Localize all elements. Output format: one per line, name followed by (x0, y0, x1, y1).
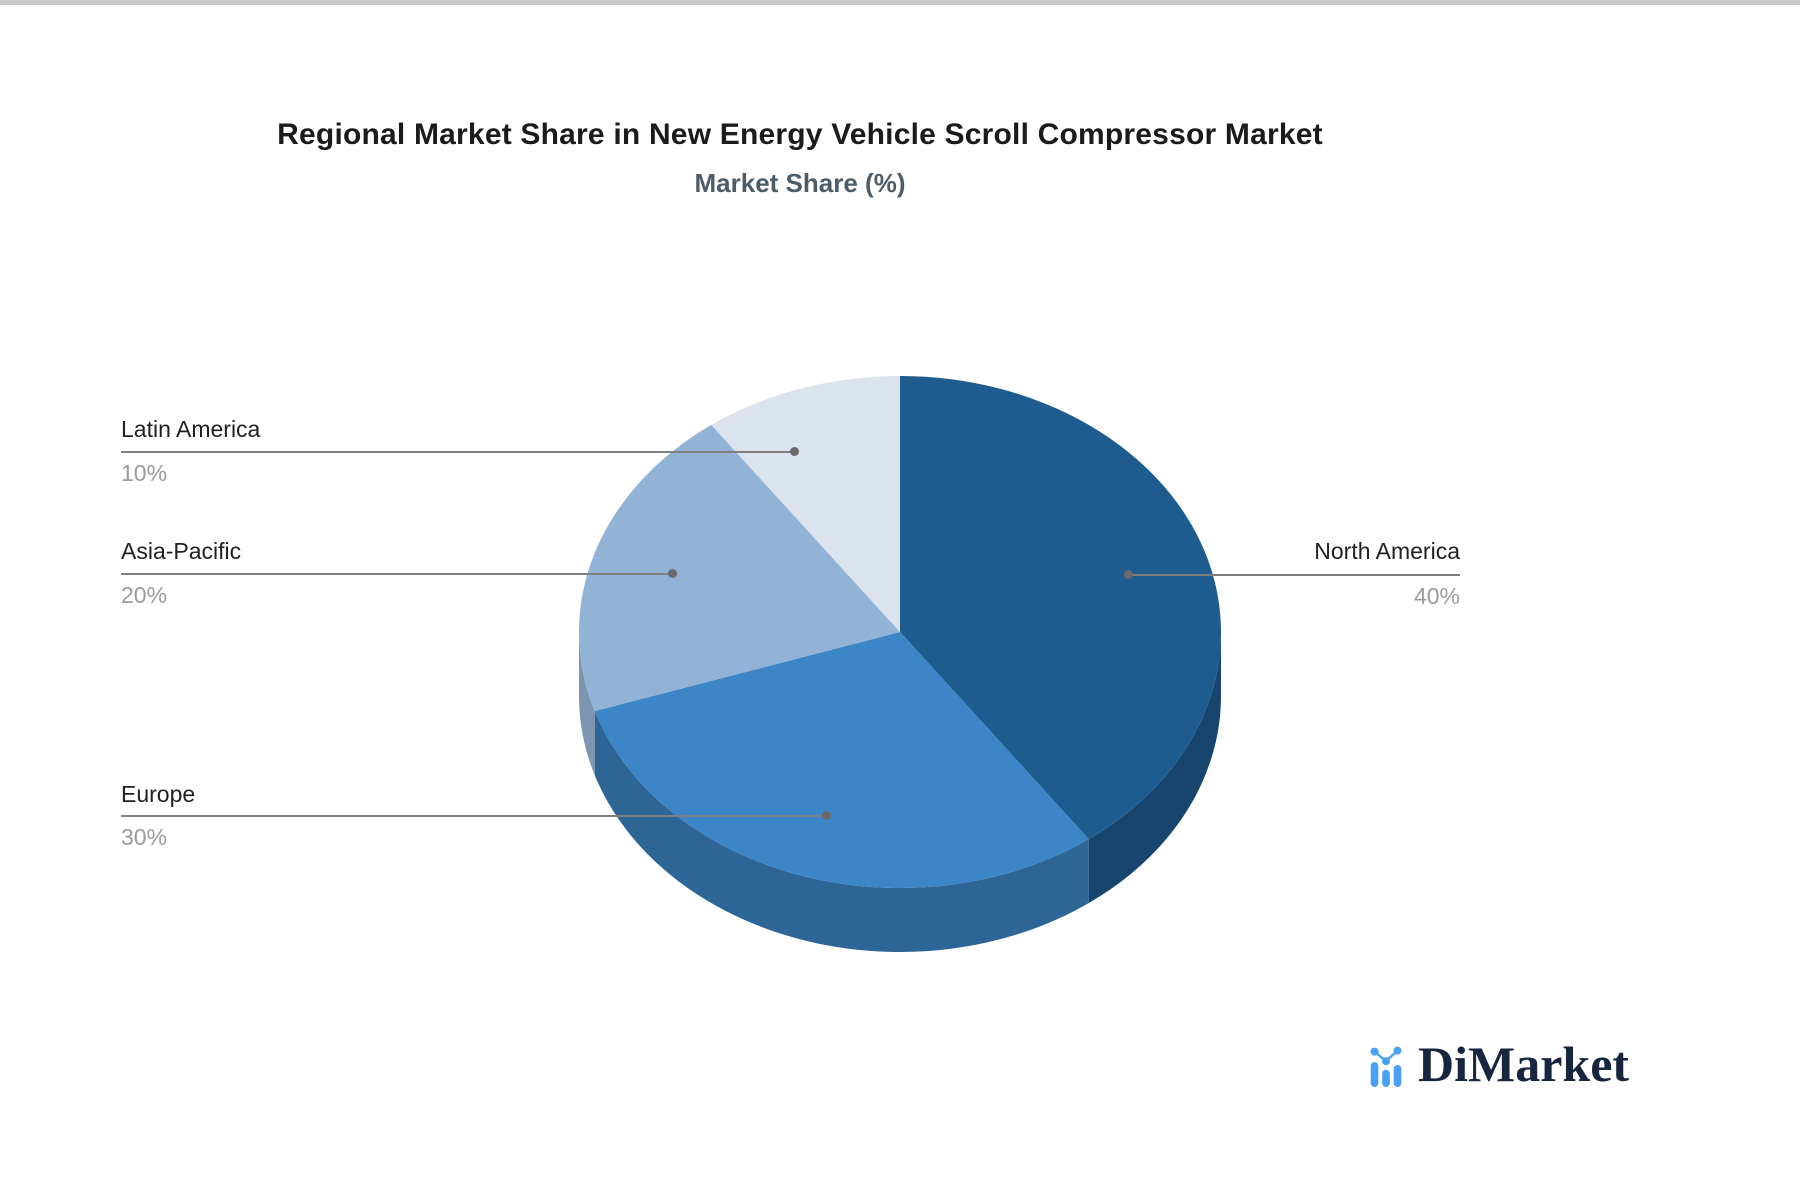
top-border (0, 0, 1800, 5)
pie-slice-latin-america[interactable] (711, 376, 900, 632)
leader-dot-europe (822, 811, 831, 820)
leader-dot-latin-america (790, 447, 799, 456)
brand-name: DiMarket (1418, 1036, 1630, 1092)
leader-line-asia-pacific (121, 573, 673, 575)
leader-dot-north-america (1124, 570, 1133, 579)
callout-label-asia-pacific: Asia-Pacific (121, 538, 242, 564)
pie-slice-north-america[interactable] (900, 376, 1222, 840)
pie-slice-side-north-america (1088, 632, 1221, 904)
callout-value-latin-america: 10% (121, 460, 168, 486)
leader-dot-asia-pacific (668, 569, 677, 578)
pie-slice-side-europe (594, 711, 1089, 952)
leader-line-north-america (1129, 574, 1460, 576)
pie-slice-europe[interactable] (594, 632, 1089, 888)
leader-line-latin-america (121, 451, 795, 453)
callout-label-latin-america: Latin America (121, 416, 261, 442)
leader-line-europe (121, 815, 827, 817)
callout-value-asia-pacific: 20% (121, 582, 168, 608)
callout-value-north-america: 40% (1413, 583, 1460, 609)
chart-subtitle: Market Share (%) (694, 168, 906, 198)
chart-title: Regional Market Share in New Energy Vehi… (277, 118, 1323, 151)
brand-logo: DiMarket (1366, 1038, 1629, 1090)
callout-label-europe: Europe (121, 781, 196, 807)
bar-chart-logo-icon (1370, 1046, 1402, 1087)
pie-slice-asia-pacific[interactable] (579, 424, 900, 712)
callout-label-north-america: North America (1314, 538, 1460, 564)
callout-value-europe: 30% (121, 824, 168, 850)
pie-slice-side-asia-pacific (579, 632, 595, 776)
